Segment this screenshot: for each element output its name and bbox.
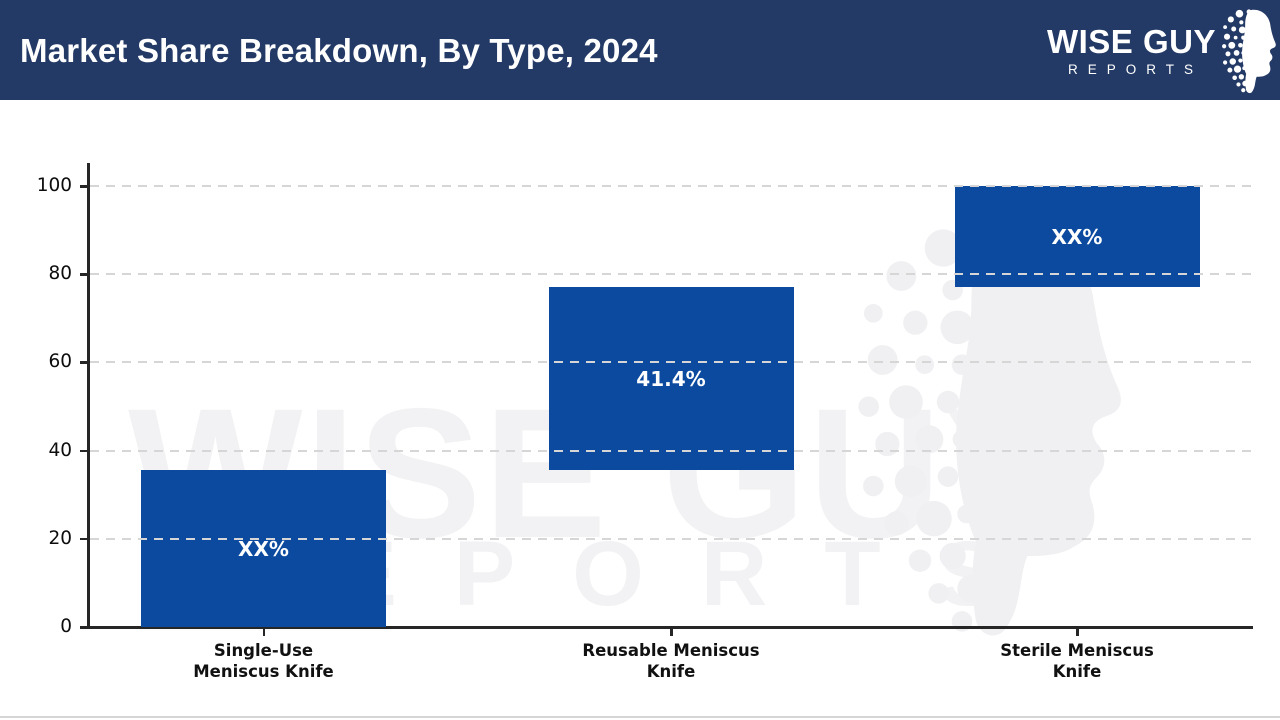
bottom-border <box>0 716 1280 718</box>
y-tick-label: 80 <box>48 263 72 285</box>
category-label-line: Meniscus Knife <box>193 662 334 681</box>
y-tick-mark <box>80 361 88 364</box>
title-bar: Market Share Breakdown, By Type, 2024 WI… <box>0 0 1280 100</box>
y-tick-label: 60 <box>48 351 72 373</box>
gridline-y40 <box>90 449 1252 452</box>
y-tick-label: 100 <box>36 175 72 196</box>
x-tick-mark <box>262 628 265 636</box>
y-axis-line <box>87 163 90 628</box>
category-label-line: Knife <box>646 662 696 681</box>
category-label-line: Sterile Meniscus <box>1000 641 1154 660</box>
x-tick-mark <box>1076 628 1079 636</box>
category-label: Sterile Meniscus Knife <box>1000 640 1154 682</box>
x-axis-line <box>86 626 1253 629</box>
y-tick-label: 20 <box>48 527 72 549</box>
wiseguy-logo-text: WISE GUY REPORTS <box>1047 25 1216 77</box>
category-label-line: Reusable Meniscus <box>582 641 760 660</box>
market-share-chart: XX% 41.4% XX% 0 20 40 60 80 100 Single-Use Meniscu… <box>0 100 1280 718</box>
y-tick-mark <box>80 185 88 188</box>
y-tick-mark <box>80 537 88 541</box>
category-label: Single-Use Meniscus Knife <box>193 640 333 682</box>
page-title: Market Share Breakdown, By Type, 2024 <box>20 32 658 69</box>
bar-value-label: 41.4% <box>636 366 706 391</box>
y-tick-mark <box>80 626 88 629</box>
gridline-y60 <box>90 361 1252 364</box>
wiseguy-logo-sub: REPORTS <box>1067 62 1203 77</box>
category-label: Reusable Meniscus Knife <box>582 640 759 682</box>
bar-2 <box>548 287 794 471</box>
bar-value-label: XX% <box>1051 224 1103 249</box>
gridline-y80 <box>90 273 1252 276</box>
category-label-line: Knife <box>1052 662 1102 681</box>
wiseguy-logo: WISE GUY REPORTS <box>1047 4 1278 98</box>
y-tick-label: 0 <box>60 616 72 637</box>
y-tick-mark <box>80 449 88 453</box>
gridline-y20 <box>90 537 1252 540</box>
y-tick-label: 40 <box>48 439 72 461</box>
category-label-line: Single-Use <box>213 641 314 660</box>
wiseguy-head-icon <box>1222 9 1276 94</box>
x-tick-mark <box>670 628 673 636</box>
bar-1 <box>141 470 386 627</box>
y-tick-mark <box>80 273 88 276</box>
bar-value-label: XX% <box>238 536 289 561</box>
wiseguy-logo-name: WISE GUY <box>1046 23 1216 60</box>
gridline-y100 <box>90 185 1252 187</box>
